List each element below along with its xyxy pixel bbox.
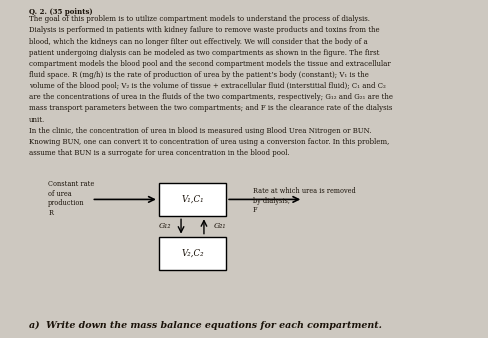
Text: R: R <box>48 209 53 217</box>
Text: mass transport parameters between the two compartments; and F is the clearance r: mass transport parameters between the tw… <box>29 104 391 113</box>
Text: are the concentrations of urea in the fluids of the two compartments, respective: are the concentrations of urea in the fl… <box>29 93 392 101</box>
Text: Q. 2. (35 points): Q. 2. (35 points) <box>29 8 92 17</box>
Text: of urea: of urea <box>48 190 72 198</box>
Text: compartment models the blood pool and the second compartment models the tissue a: compartment models the blood pool and th… <box>29 60 390 68</box>
Text: Dialysis is performed in patients with kidney failure to remove waste products a: Dialysis is performed in patients with k… <box>29 26 379 34</box>
Text: G₂₁: G₂₁ <box>213 222 225 231</box>
Text: Knowing BUN, one can convert it to concentration of urea using a conversion fact: Knowing BUN, one can convert it to conce… <box>29 138 388 146</box>
Text: by dialysis,: by dialysis, <box>252 197 289 204</box>
Text: blood, which the kidneys can no longer filter out effectively. We will consider : blood, which the kidneys can no longer f… <box>29 38 367 46</box>
Text: production: production <box>48 199 84 208</box>
Text: Rate at which urea is removed: Rate at which urea is removed <box>252 187 355 195</box>
Text: G₁₂: G₁₂ <box>159 222 171 231</box>
Text: fluid space. R (mg/h) is the rate of production of urea by the patient’s body (c: fluid space. R (mg/h) is the rate of pro… <box>29 71 368 79</box>
FancyBboxPatch shape <box>159 183 226 216</box>
Text: Constant rate: Constant rate <box>48 180 94 189</box>
Text: In the clinic, the concentration of urea in blood is measured using Blood Urea N: In the clinic, the concentration of urea… <box>29 127 370 135</box>
Text: V₂,C₂: V₂,C₂ <box>181 249 203 258</box>
Text: a)  Write down the mass balance equations for each compartment.: a) Write down the mass balance equations… <box>29 321 381 330</box>
Text: volume of the blood pool; V₂ is the volume of tissue + extracellular fluid (inte: volume of the blood pool; V₂ is the volu… <box>29 82 385 90</box>
Text: V₁,C₁: V₁,C₁ <box>181 195 203 204</box>
Text: F: F <box>252 206 257 214</box>
Text: patient undergoing dialysis can be modeled as two compartments as shown in the f: patient undergoing dialysis can be model… <box>29 49 379 57</box>
FancyBboxPatch shape <box>159 237 226 270</box>
Text: assume that BUN is a surrogate for urea concentration in the blood pool.: assume that BUN is a surrogate for urea … <box>29 149 289 157</box>
Text: unit.: unit. <box>29 116 45 124</box>
Text: The goal of this problem is to utilize compartment models to understand the proc: The goal of this problem is to utilize c… <box>29 15 369 23</box>
